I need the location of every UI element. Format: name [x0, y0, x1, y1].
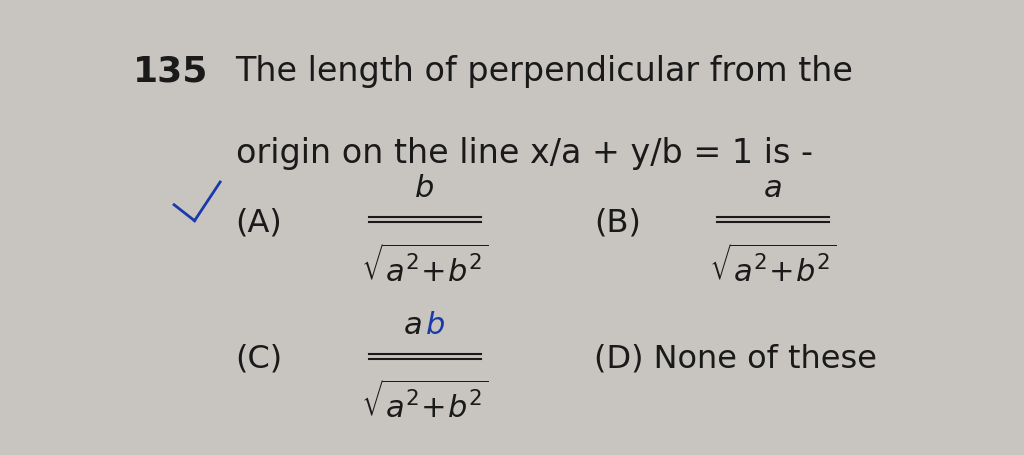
Text: (C): (C)	[236, 344, 283, 375]
Text: The length of perpendicular from the: The length of perpendicular from the	[236, 55, 853, 88]
Text: b: b	[416, 174, 434, 203]
Text: b: b	[426, 311, 444, 340]
Text: 135: 135	[133, 55, 209, 89]
Text: a: a	[403, 311, 422, 340]
Text: $\sqrt{a^2\!+\!b^2}$: $\sqrt{a^2\!+\!b^2}$	[361, 245, 488, 288]
Text: (A): (A)	[236, 207, 283, 238]
Text: $\sqrt{a^2\!+\!b^2}$: $\sqrt{a^2\!+\!b^2}$	[361, 381, 488, 424]
Text: (D) None of these: (D) None of these	[594, 344, 877, 375]
Text: (B): (B)	[594, 207, 641, 238]
Text: $\sqrt{a^2\!+\!b^2}$: $\sqrt{a^2\!+\!b^2}$	[710, 245, 837, 288]
Text: origin on the line x/a + y/b = 1 is -: origin on the line x/a + y/b = 1 is -	[236, 136, 812, 170]
Text: a: a	[764, 174, 782, 203]
